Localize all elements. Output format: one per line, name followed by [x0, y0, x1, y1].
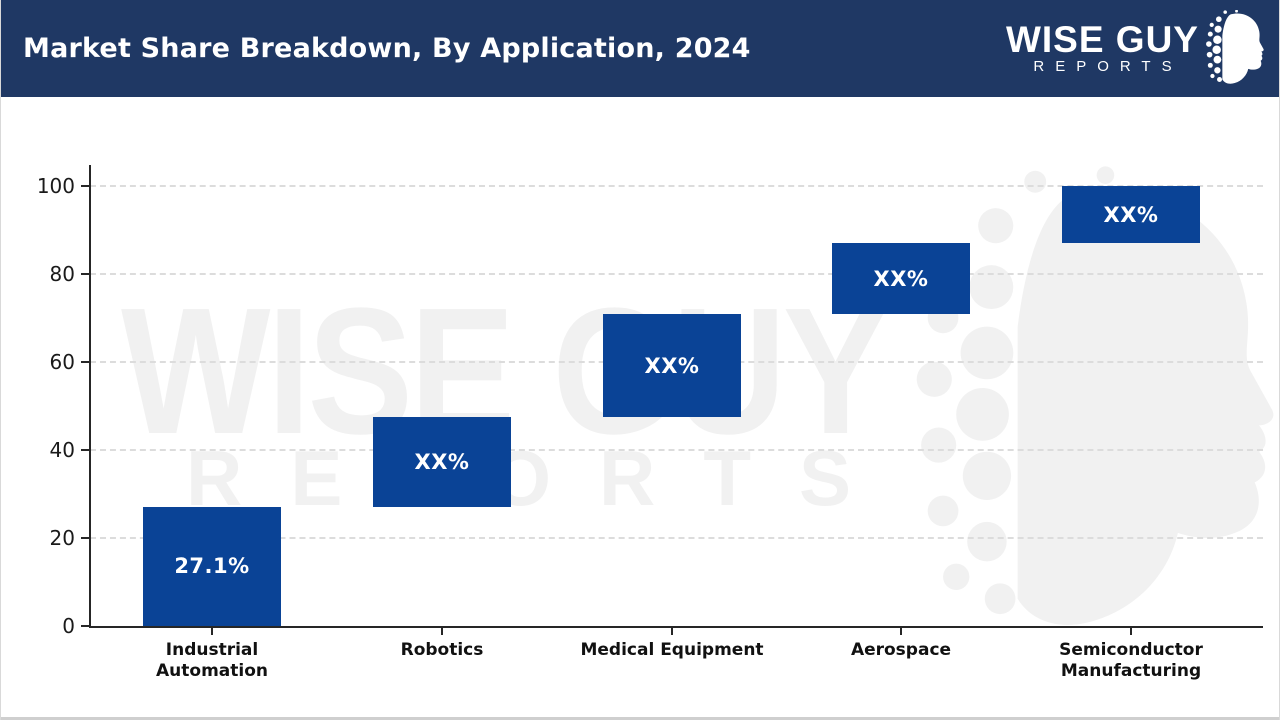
footer-divider [1, 717, 1279, 720]
x-tick-mark [1130, 628, 1132, 635]
y-tick-mark [81, 273, 89, 275]
y-tick-mark [81, 449, 89, 451]
bar-value-label: XX% [414, 450, 470, 475]
x-category-label: Robotics [400, 640, 484, 660]
x-tick-mark [671, 628, 673, 635]
y-tick-label: 100 [36, 174, 75, 198]
header-bar: Market Share Breakdown, By Application, … [1, 0, 1279, 97]
y-tick-mark [81, 185, 89, 187]
gridline-100 [90, 185, 1263, 187]
bar-value-label: XX% [873, 266, 929, 291]
x-tick-mark [900, 628, 902, 635]
y-tick-label: 0 [62, 614, 75, 638]
bar-value-label: XX% [644, 353, 700, 378]
x-category-label: Medical Equipment [580, 640, 764, 660]
page-title: Market Share Breakdown, By Application, … [23, 33, 751, 64]
bar-aerospace: XX% [832, 243, 970, 315]
x-category-label: Aerospace [850, 640, 952, 660]
gridline-80 [90, 273, 1263, 275]
y-tick-label: 80 [49, 262, 75, 286]
y-tick-label: 40 [49, 438, 75, 462]
y-tick-label: 60 [49, 350, 75, 374]
brand-subname: REPORTS [1033, 57, 1183, 75]
y-tick-mark [81, 361, 89, 363]
x-tick-mark [441, 628, 443, 635]
bar-medical-equipment: XX% [603, 314, 741, 418]
x-tick-mark [211, 628, 213, 635]
bar-industrial-automation: 27.1% [143, 506, 281, 626]
bar-semiconductor-manufacturing: XX% [1062, 186, 1200, 244]
brand-name: WISE GUY [1005, 18, 1199, 60]
gridline-20 [90, 537, 1263, 539]
y-tick-label: 20 [49, 526, 75, 550]
bar-robotics: XX% [373, 417, 511, 507]
x-axis [89, 626, 1263, 628]
brand-logo-text: WISE GUY REPORTS [1005, 18, 1199, 76]
bar-value-label: XX% [1103, 202, 1159, 227]
x-category-label: Industrial Automation [156, 640, 268, 681]
bar-value-label: 27.1% [174, 554, 250, 579]
gridline-40 [90, 449, 1263, 451]
y-tick-mark [81, 537, 89, 539]
x-category-label: Semiconductor Manufacturing [1059, 640, 1203, 681]
y-tick-mark [81, 625, 89, 627]
brand-logo: WISE GUY REPORTS [1006, 10, 1265, 88]
y-axis [89, 165, 91, 628]
